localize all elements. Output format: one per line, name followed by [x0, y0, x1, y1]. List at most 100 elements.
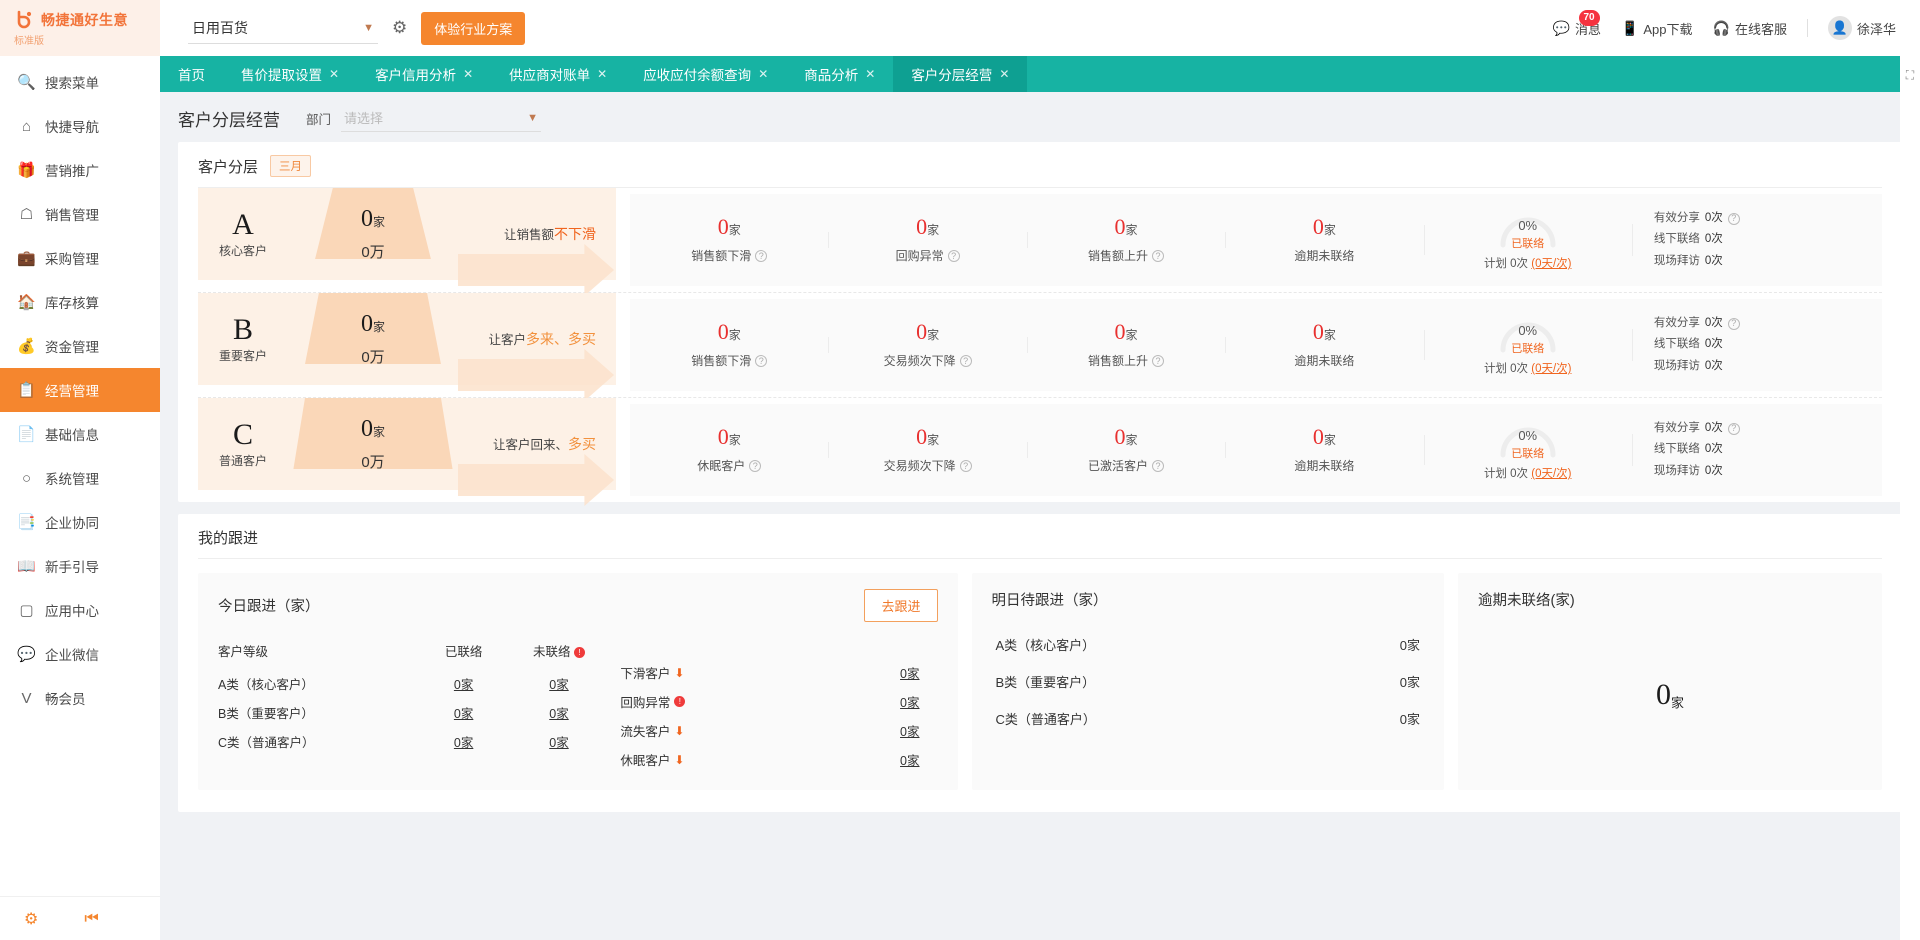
stat-label: 现场拜访 [1653, 254, 1700, 267]
close-icon[interactable]: ✕ [463, 67, 474, 81]
gauge-status[interactable]: 已联络 [1511, 343, 1545, 355]
help-icon[interactable]: ? [959, 459, 972, 472]
metric-3[interactable]: 0家 逾期未联络 [1225, 321, 1423, 369]
gauge-plan-link[interactable]: (0天/次) [1531, 468, 1572, 480]
gauge-status[interactable]: 已联络 [1511, 448, 1545, 460]
metric-label: 逾期未联络 [1294, 354, 1355, 368]
metric-2[interactable]: 0家 销售额上升? [1026, 216, 1225, 264]
gauge-plan-link[interactable]: (0天/次) [1531, 363, 1572, 375]
sidebar-item-13[interactable]: 💬 企业微信 [0, 632, 160, 676]
fullscreen-icon[interactable]: ⛶ [1905, 68, 1915, 82]
sidebar-item-1[interactable]: ⌂ 快捷导航 [0, 104, 160, 148]
col-header-0: 客户等级 [218, 645, 269, 659]
metric-label: 休眠客户 [697, 459, 746, 473]
help-icon[interactable]: ? [1727, 422, 1740, 435]
metric-label: 回购异常 [895, 249, 944, 263]
metric-2[interactable]: 0家 销售额上升? [1026, 321, 1225, 369]
tab-4[interactable]: 应收应付余额查询 ✕ [625, 56, 786, 92]
tier-funnel-shape: 0家 0万 [288, 293, 458, 385]
gauge-plan: 计划 0次 (0天/次) [1424, 255, 1632, 271]
sidebar-item-14[interactable]: V 畅会员 [0, 676, 160, 720]
help-icon[interactable]: ? [1151, 459, 1164, 472]
help-icon[interactable]: ? [1151, 249, 1164, 262]
help-icon[interactable]: ? [1151, 354, 1164, 367]
gauge-plan-link[interactable]: (0天/次) [1531, 258, 1572, 270]
metric-2[interactable]: 0家 已激活客户? [1026, 426, 1225, 474]
today-table-wrap: 客户等级 已联络 未联络 ! A类（核心客户） 0家 0家 B类（重要客户） 0家 0家 C类（… [218, 638, 614, 774]
tier-count: 0家 [360, 310, 385, 337]
overdue-box: 逾期未联络(家) 0家 [1458, 573, 1882, 790]
metric-0[interactable]: 0家 销售额下滑? [630, 321, 828, 369]
sidebar-item-label: 应用中心 [45, 604, 99, 619]
tier-slogan-arrow: 让客户多来、多买 [458, 329, 616, 401]
tab-6[interactable]: 客户分层经营 ✕ [893, 56, 1028, 92]
sidebar-item-9[interactable]: ○ 系统管理 [0, 456, 160, 500]
period-pill[interactable]: 三月 [270, 155, 312, 177]
gauge-status[interactable]: 已联络 [1511, 238, 1545, 250]
industry-plan-button[interactable]: 体验行业方案 [421, 11, 526, 45]
sidebar-item-11[interactable]: 📖 新手引导 [0, 544, 160, 588]
alert-value[interactable]: 0家 [900, 667, 920, 681]
messages-entry[interactable]: 💬 消息 70 [1553, 9, 1601, 38]
metric-label: 逾期未联络 [1294, 459, 1355, 473]
help-icon[interactable]: ? [1727, 317, 1740, 330]
close-icon[interactable]: ✕ [865, 67, 876, 81]
metric-1[interactable]: 0家 回购异常? [828, 216, 1026, 264]
settings-dots-icon: ○ [21, 469, 32, 487]
go-followup-button[interactable]: 去跟进 [864, 589, 938, 622]
chevron-down-icon: ▼ [363, 21, 374, 34]
tier-count: 0家 [360, 415, 385, 442]
online-support-entry[interactable]: 🎧 在线客服 [1713, 19, 1787, 38]
online-support-label: 在线客服 [1734, 21, 1787, 37]
help-icon[interactable]: ? [1727, 212, 1740, 225]
user-entry[interactable]: 👤 徐泽华 [1827, 16, 1896, 40]
sidebar-item-6[interactable]: 💰 资金管理 [0, 324, 160, 368]
metric-0[interactable]: 0家 休眠客户? [630, 426, 828, 474]
sidebar-item-3[interactable]: ☖ 销售管理 [0, 192, 160, 236]
metric-0[interactable]: 0家 销售额下滑? [630, 216, 828, 264]
sidebar-item-7[interactable]: 📋 经营管理 [0, 368, 160, 412]
department-select[interactable]: 请选择 ▼ [341, 104, 542, 132]
tier-grade-name: 普通客户 [218, 454, 267, 469]
app-download-entry[interactable]: 📱 App下载 [1621, 19, 1693, 38]
help-icon[interactable]: ? [755, 249, 768, 262]
alert-value[interactable]: 0家 [900, 725, 920, 739]
metric-label: 销售额下滑 [691, 354, 752, 368]
stat-label: 线下联络 [1653, 443, 1700, 456]
sidebar-item-5[interactable]: 🏠 库存核算 [0, 280, 160, 324]
gear-solid-icon[interactable]: ⚙ [24, 910, 39, 928]
sidebar-item-12[interactable]: ▢ 应用中心 [0, 588, 160, 632]
metric-3[interactable]: 0家 逾期未联络 [1225, 216, 1423, 264]
alert-value[interactable]: 0家 [900, 754, 920, 768]
help-icon[interactable]: ? [959, 354, 972, 367]
sidebar-item-2[interactable]: 🎁 营销推广 [0, 148, 160, 192]
top-bar-right: 💬 消息 70 📱 App下载 🎧 在线客服 👤 徐泽华 [1553, 0, 1920, 56]
tab-2[interactable]: 客户信用分析 ✕ [357, 56, 491, 92]
tab-1[interactable]: 售价提取设置 ✕ [223, 56, 357, 92]
metric-label-wrap: 销售额上升? [1027, 352, 1225, 369]
close-icon[interactable]: ✕ [597, 67, 608, 81]
tab-0[interactable]: 首页 [160, 56, 223, 92]
tab-3[interactable]: 供应商对账单 ✕ [491, 56, 625, 92]
tab-5[interactable]: 商品分析 ✕ [786, 56, 893, 92]
org-select[interactable]: 日用百货 ▼ [188, 13, 378, 44]
sidebar-item-label: 营销推广 [45, 164, 99, 179]
top-bar-middle: 日用百货 ▼ ⚙ 体验行业方案 [160, 0, 1553, 56]
metric-1[interactable]: 0家 交易频次下降? [828, 321, 1026, 369]
help-icon[interactable]: ? [749, 459, 762, 472]
alert-value[interactable]: 0家 [900, 696, 920, 710]
help-icon[interactable]: ? [755, 354, 768, 367]
gear-icon[interactable]: ⚙ [392, 18, 408, 37]
close-icon[interactable]: ✕ [329, 67, 340, 81]
metric-1[interactable]: 0家 交易频次下降? [828, 426, 1026, 474]
metric-3[interactable]: 0家 逾期未联络 [1225, 426, 1423, 474]
help-icon[interactable]: ? [947, 249, 960, 262]
close-icon[interactable]: ✕ [999, 67, 1010, 81]
close-icon[interactable]: ✕ [758, 67, 769, 81]
collapse-icon[interactable]: ⏮ [84, 909, 99, 927]
sidebar-item-8[interactable]: 📄 基础信息 [0, 412, 160, 456]
sidebar-item-0[interactable]: 🔍 搜索菜单 [0, 60, 160, 104]
sidebar-item-10[interactable]: 📑 企业协同 [0, 500, 160, 544]
sidebar-item-4[interactable]: 💼 采购管理 [0, 236, 160, 280]
gauge-percent: 0% [1518, 428, 1538, 443]
